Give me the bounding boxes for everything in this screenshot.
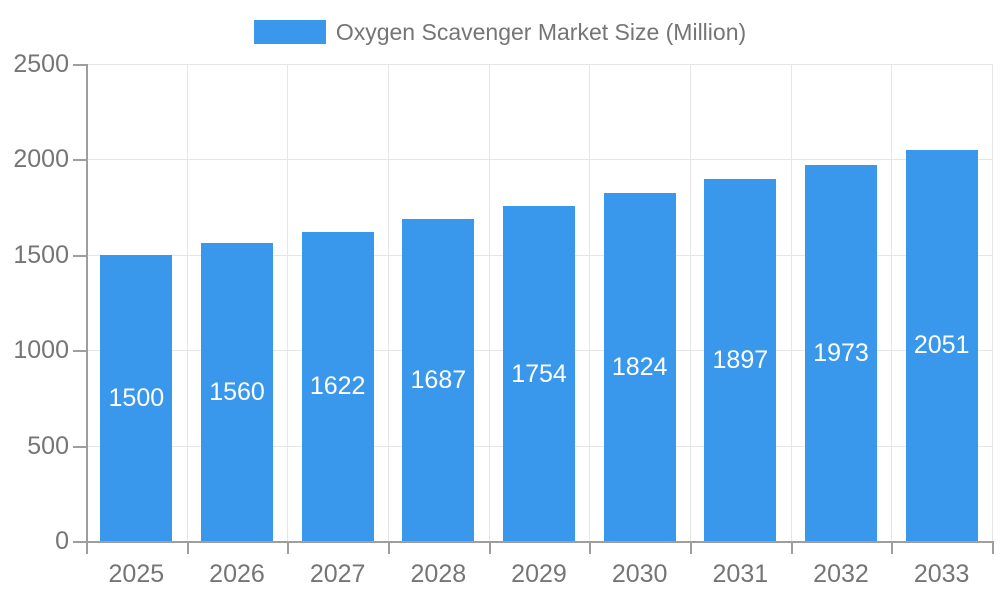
x-axis-line	[73, 541, 992, 543]
legend[interactable]: Oxygen Scavenger Market Size (Million)	[0, 19, 1000, 45]
gridline-horizontal	[86, 64, 992, 65]
gridline-vertical	[790, 64, 792, 541]
legend-swatch-icon	[253, 20, 326, 44]
bar-value-label: 1897	[712, 346, 769, 375]
y-tick-label: 1000	[13, 336, 69, 365]
x-tick-label: 2026	[209, 560, 265, 588]
bar-2025[interactable]	[100, 254, 173, 541]
bar-2028[interactable]	[402, 219, 475, 541]
x-tick-label: 2027	[309, 560, 366, 588]
y-axis-tick	[73, 64, 86, 66]
x-tick-label: 2028	[410, 560, 467, 588]
gridline-vertical	[891, 64, 893, 541]
gridline-vertical	[690, 64, 691, 541]
x-tick-label: 2030	[611, 560, 668, 588]
x-tick-label: 2029	[511, 560, 567, 588]
gridline-horizontal	[86, 159, 992, 161]
y-axis-tick	[73, 350, 86, 353]
y-tick-label: 2500	[13, 50, 69, 78]
x-axis-tick	[488, 541, 491, 554]
x-tick-label: 2025	[108, 560, 165, 588]
bar-2033[interactable]	[905, 149, 978, 541]
bar-value-label: 1560	[209, 378, 265, 407]
x-axis-tick	[690, 541, 692, 554]
x-axis-tick	[589, 541, 592, 554]
y-axis-tick	[73, 445, 86, 448]
gridline-vertical	[388, 64, 389, 541]
bar-2026[interactable]	[201, 243, 273, 541]
bar-2029[interactable]	[503, 206, 575, 541]
x-axis-tick	[992, 541, 994, 554]
x-axis-tick	[186, 541, 189, 554]
x-axis-tick	[287, 541, 290, 554]
x-tick-label: 2032	[813, 560, 869, 588]
bar-value-label: 1622	[309, 372, 366, 401]
legend-label: Oxygen Scavenger Market Size (Million)	[335, 18, 747, 45]
bar-2031[interactable]	[704, 179, 777, 541]
y-tick-label: 2000	[13, 145, 69, 174]
bar-value-label: 2051	[913, 331, 970, 360]
x-tick-label: 2033	[913, 560, 970, 588]
bar-value-label: 1754	[511, 359, 567, 388]
y-axis-tick	[73, 254, 86, 257]
bar-2027[interactable]	[301, 231, 374, 541]
x-axis-tick	[891, 541, 894, 554]
gridline-vertical	[186, 64, 188, 541]
y-tick-label: 500	[27, 431, 69, 460]
gridline-vertical	[287, 64, 289, 541]
bar-value-label: 1500	[108, 383, 165, 412]
x-tick-label: 2031	[712, 560, 769, 588]
gridline-vertical	[488, 64, 490, 541]
y-tick-label: 1500	[13, 240, 69, 269]
y-tick-label: 0	[55, 527, 69, 555]
gridline-vertical	[589, 64, 591, 541]
y-axis-tick	[73, 159, 86, 162]
bar-value-label: 1973	[813, 338, 869, 367]
bar-value-label: 1687	[410, 366, 467, 395]
x-axis-tick	[388, 541, 390, 554]
gridline-vertical	[992, 64, 993, 541]
bar-2032[interactable]	[805, 164, 877, 541]
bar-2030[interactable]	[603, 192, 676, 541]
bar-value-label: 1824	[611, 352, 668, 381]
x-axis-tick	[790, 541, 793, 554]
y-axis-line	[86, 64, 88, 554]
